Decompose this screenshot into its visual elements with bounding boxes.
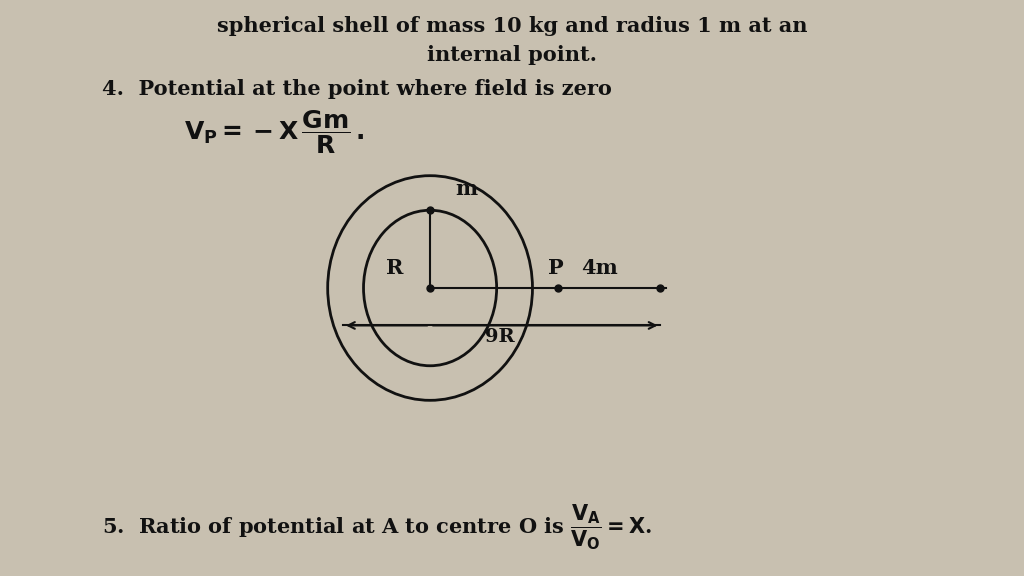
Text: R: R	[386, 258, 402, 278]
Text: 9R: 9R	[485, 328, 514, 346]
Text: m: m	[455, 179, 477, 199]
Text: 4m: 4m	[581, 258, 617, 278]
Text: internal point.: internal point.	[427, 45, 597, 65]
Text: 4.  Potential at the point where field is zero: 4. Potential at the point where field is…	[102, 79, 612, 99]
Text: 5.  Ratio of potential at A to centre O is $\mathbf{\dfrac{V_A}{V_O} = X}$.: 5. Ratio of potential at A to centre O i…	[102, 502, 652, 552]
Text: P: P	[548, 258, 564, 278]
Text: spherical shell of mass 10 kg and radius 1 m at an: spherical shell of mass 10 kg and radius…	[217, 16, 807, 36]
Text: $\mathbf{V_P = -X\,\dfrac{Gm}{R}\,.}$: $\mathbf{V_P = -X\,\dfrac{Gm}{R}\,.}$	[184, 108, 365, 157]
